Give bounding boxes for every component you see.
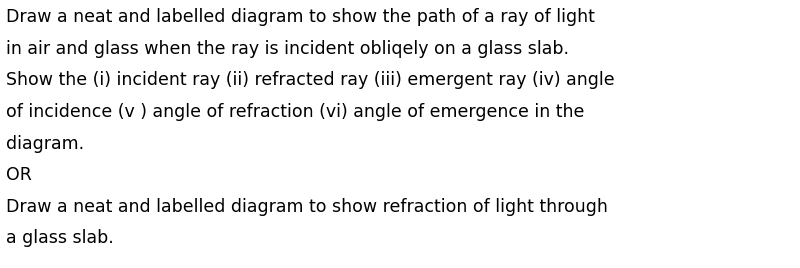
Text: Draw a neat and labelled diagram to show refraction of light through: Draw a neat and labelled diagram to show… xyxy=(6,198,608,216)
Text: Draw a neat and labelled diagram to show the path of a ray of light: Draw a neat and labelled diagram to show… xyxy=(6,8,595,26)
Text: diagram.: diagram. xyxy=(6,135,85,152)
Text: in air and glass when the ray is incident obliqely on a glass slab.: in air and glass when the ray is inciden… xyxy=(6,40,570,58)
Text: a glass slab.: a glass slab. xyxy=(6,229,114,247)
Text: OR: OR xyxy=(6,166,32,184)
Text: of incidence (v ) angle of refraction (vi) angle of emergence in the: of incidence (v ) angle of refraction (v… xyxy=(6,103,585,121)
Text: Show the (i) incident ray (ii) refracted ray (iii) emergent ray (iv) angle: Show the (i) incident ray (ii) refracted… xyxy=(6,71,615,89)
